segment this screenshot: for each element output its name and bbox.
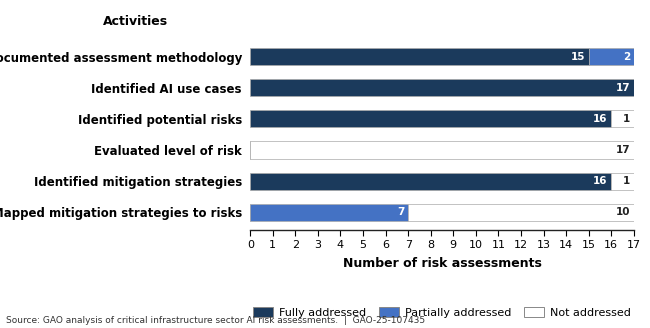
Bar <box>250 141 634 159</box>
Text: 16: 16 <box>593 114 608 124</box>
Bar <box>250 204 408 221</box>
Text: Activities: Activities <box>103 15 168 28</box>
Bar <box>250 173 611 190</box>
Bar <box>589 48 634 65</box>
Bar <box>611 110 634 128</box>
Legend: Fully addressed, Partially addressed, Not addressed: Fully addressed, Partially addressed, No… <box>253 307 631 318</box>
Bar <box>250 110 611 128</box>
X-axis label: Number of risk assessments: Number of risk assessments <box>343 257 541 270</box>
Text: 7: 7 <box>397 207 405 217</box>
Bar <box>250 48 589 65</box>
Text: 17: 17 <box>616 83 630 93</box>
Bar <box>408 204 634 221</box>
Text: 1: 1 <box>623 114 630 124</box>
Text: 2: 2 <box>623 51 630 62</box>
Text: 15: 15 <box>571 51 585 62</box>
Text: Source: GAO analysis of critical infrastructure sector AI risk assessments.  |  : Source: GAO analysis of critical infrast… <box>6 316 426 325</box>
Text: 17: 17 <box>616 145 630 155</box>
Text: 1: 1 <box>623 176 630 186</box>
Bar <box>611 173 634 190</box>
Text: 10: 10 <box>616 207 630 217</box>
Bar <box>250 79 634 96</box>
Text: 16: 16 <box>593 176 608 186</box>
